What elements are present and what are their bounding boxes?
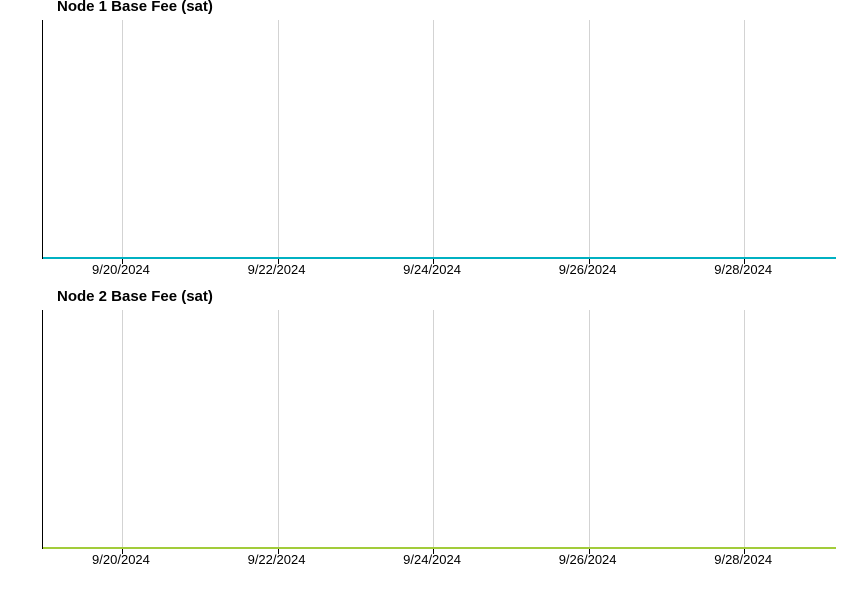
gridline xyxy=(588,20,590,258)
gridline xyxy=(744,310,746,548)
gridline xyxy=(277,310,279,548)
x-tick-mark xyxy=(588,259,590,264)
series-line-node-2 xyxy=(43,547,836,549)
gridline xyxy=(121,20,123,258)
x-tick-mark xyxy=(121,549,123,554)
x-tick-label: 9/24/2024 xyxy=(403,552,461,567)
x-axis-labels: 9/20/2024 9/22/2024 9/24/2024 9/26/2024 9/28… xyxy=(42,552,835,570)
gridline xyxy=(433,310,435,548)
chart-title-node-2: Node 2 Base Fee (sat) xyxy=(57,288,213,305)
series-line-node-1 xyxy=(43,257,836,259)
x-tick-label: 9/26/2024 xyxy=(558,552,617,567)
x-tick-label: 9/20/2024 xyxy=(92,552,150,567)
gridline xyxy=(121,310,123,548)
x-tick-mark xyxy=(277,259,279,264)
x-axis-labels: 9/20/2024 9/22/2024 9/24/2024 9/26/2024 9/28… xyxy=(42,262,835,280)
x-tick-label: 9/28/2024 xyxy=(714,262,773,277)
plot-area-node-2 xyxy=(42,310,836,554)
x-tick-label: 9/22/2024 xyxy=(247,552,306,567)
x-tick-mark xyxy=(744,259,746,264)
chart-node-1-base-fee: Node 1 Base Fee (sat) 9/20/2024 9/22/2024… xyxy=(0,0,860,290)
gridlines xyxy=(43,20,836,258)
x-tick-label: 9/20/2024 xyxy=(92,262,150,277)
x-tick-mark xyxy=(588,549,590,554)
gridline xyxy=(277,20,279,258)
gridlines xyxy=(43,310,836,548)
chart-title-node-1: Node 1 Base Fee (sat) xyxy=(57,0,213,15)
x-tick-mark xyxy=(433,549,435,554)
x-tick-mark xyxy=(433,259,435,264)
x-tick-mark xyxy=(277,549,279,554)
x-tick-mark xyxy=(121,259,123,264)
gridline xyxy=(433,20,435,258)
x-tick-mark xyxy=(744,549,746,554)
plot-area-node-1 xyxy=(42,20,836,264)
gridline xyxy=(744,20,746,258)
x-tick-label: 9/22/2024 xyxy=(247,262,306,277)
gridline xyxy=(588,310,590,548)
chart-node-2-base-fee: Node 2 Base Fee (sat) 9/20/2024 9/22/2024… xyxy=(0,288,860,580)
x-tick-label: 9/24/2024 xyxy=(403,262,461,277)
x-tick-label: 9/28/2024 xyxy=(714,552,773,567)
x-tick-label: 9/26/2024 xyxy=(558,262,617,277)
